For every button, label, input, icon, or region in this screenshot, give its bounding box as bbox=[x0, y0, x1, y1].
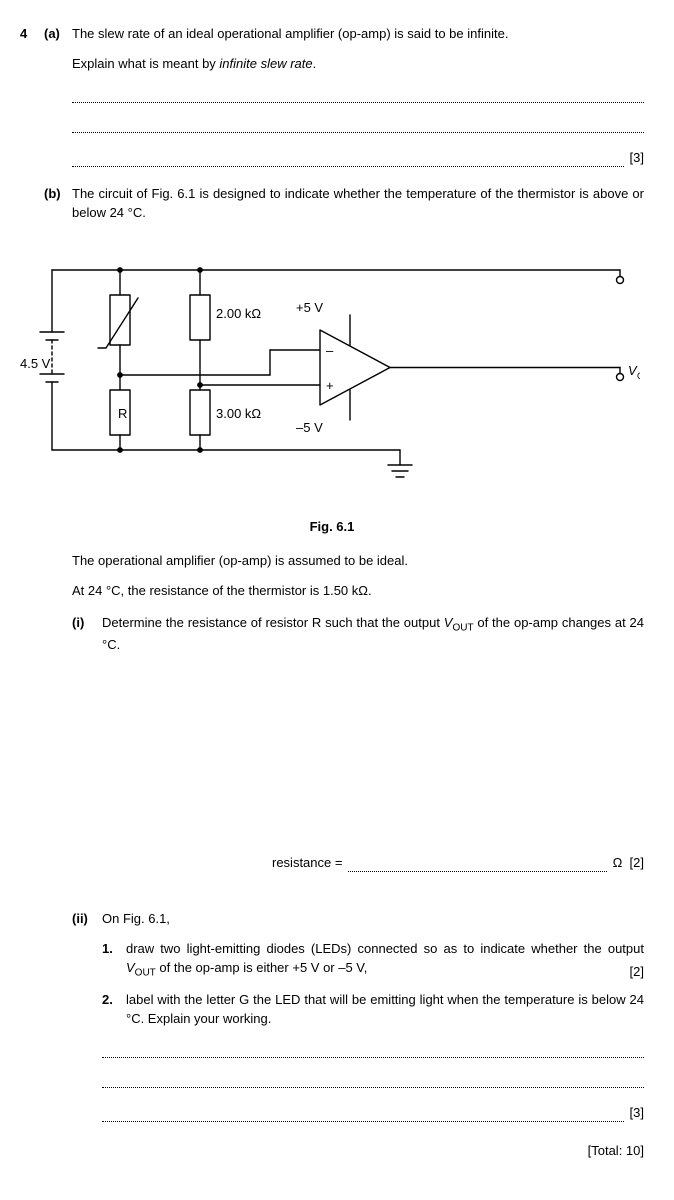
part-a-content: The slew rate of an ideal operational am… bbox=[72, 25, 644, 167]
bii1-pre: draw two light-emitting diodes (LEDs) co… bbox=[126, 941, 644, 956]
b-after2-row: At 24 °C, the resistance of the thermist… bbox=[20, 582, 644, 600]
answer-dots bbox=[348, 858, 606, 872]
bii1-post: of the op-amp is either +5 V or –5 V, bbox=[156, 960, 368, 975]
total-marks: [Total: 10] bbox=[20, 1142, 644, 1160]
a-line2-italic: infinite slew rate bbox=[219, 56, 312, 71]
svg-text:+: + bbox=[326, 378, 334, 393]
b-ii-2-content: label with the letter G the LED that wil… bbox=[126, 991, 644, 1027]
a-line2-pre: Explain what is meant by bbox=[72, 56, 219, 71]
answer-line bbox=[72, 151, 624, 167]
lbl-p5v: +5 V bbox=[296, 300, 323, 315]
a-line1: The slew rate of an ideal operational am… bbox=[72, 25, 644, 43]
b-ii-label: (ii) bbox=[72, 910, 102, 928]
b-i-label: (i) bbox=[72, 614, 102, 632]
svg-text:–: – bbox=[326, 343, 334, 358]
b-after2: At 24 °C, the resistance of the thermist… bbox=[72, 582, 644, 600]
circuit-diagram: – + 2.00 kΩ 3.00 kΩ +5 V –5 V 4.5 V R V … bbox=[20, 240, 640, 500]
bii1-sub: OUT bbox=[135, 967, 156, 978]
b-ii-2-num: 2. bbox=[102, 991, 126, 1009]
b-ii-2-row: 2. label with the letter G the LED that … bbox=[20, 991, 644, 1027]
bi-vsub: OUT bbox=[452, 623, 473, 634]
part-a-label: (a) bbox=[44, 25, 72, 43]
resistance-label: resistance = bbox=[272, 854, 348, 872]
bi-marks: [2] bbox=[630, 855, 644, 870]
b-ii-1-content: draw two light-emitting diodes (LEDs) co… bbox=[126, 940, 644, 981]
q4a-row: 4 (a) The slew rate of an ideal operatio… bbox=[20, 25, 644, 167]
ohm-symbol: Ω bbox=[613, 855, 623, 870]
question-number: 4 bbox=[20, 25, 44, 43]
fig-caption: Fig. 6.1 bbox=[20, 518, 644, 536]
b-ii-row: (ii) On Fig. 6.1, bbox=[20, 910, 644, 928]
answer-line bbox=[72, 87, 644, 103]
b-intro: The circuit of Fig. 6.1 is designed to i… bbox=[72, 185, 644, 221]
b-ii-2-lines: [3] bbox=[20, 1028, 644, 1122]
b-ii-1-row: 1. draw two light-emitting diodes (LEDs)… bbox=[20, 940, 644, 981]
b-i-answer-row: resistance = Ω [2] bbox=[20, 844, 644, 872]
a-line2: Explain what is meant by infinite slew r… bbox=[72, 55, 644, 73]
answer-line bbox=[72, 117, 644, 133]
lbl-m5v: –5 V bbox=[296, 420, 323, 435]
figure-6-1: – + 2.00 kΩ 3.00 kΩ +5 V –5 V 4.5 V R V … bbox=[20, 240, 644, 500]
a-marks: [3] bbox=[624, 149, 644, 167]
lbl-2k: 2.00 kΩ bbox=[216, 306, 261, 321]
b-after1-row: The operational amplifier (op-amp) is as… bbox=[20, 552, 644, 570]
lbl-3k: 3.00 kΩ bbox=[216, 406, 261, 421]
q4b-row: (b) The circuit of Fig. 6.1 is designed … bbox=[20, 185, 644, 221]
lbl-45v: 4.5 V bbox=[20, 356, 51, 371]
lbl-vout-sub: OUT bbox=[637, 371, 640, 381]
b-after1: The operational amplifier (op-amp) is as… bbox=[72, 552, 644, 570]
b-ii-intro: On Fig. 6.1, bbox=[102, 910, 644, 928]
part-b-content: The circuit of Fig. 6.1 is designed to i… bbox=[72, 185, 644, 221]
a-line2-post: . bbox=[313, 56, 317, 71]
answer-line bbox=[102, 1042, 644, 1058]
bii1-v: V bbox=[126, 960, 135, 975]
bii2-marks-line: [3] bbox=[102, 1092, 644, 1122]
resistance-unit-marks: Ω [2] bbox=[607, 854, 644, 872]
a-marks-line: [3] bbox=[72, 137, 644, 167]
b-i-content: Determine the resistance of resistor R s… bbox=[102, 614, 644, 654]
part-b-label: (b) bbox=[44, 185, 72, 203]
answer-line bbox=[102, 1072, 644, 1088]
lbl-R: R bbox=[118, 406, 127, 421]
b-ii-1-num: 1. bbox=[102, 940, 126, 958]
bi-pre: Determine the resistance of resistor R s… bbox=[102, 615, 444, 630]
b-i-row: (i) Determine the resistance of resistor… bbox=[20, 614, 644, 654]
bii2-marks: [3] bbox=[624, 1104, 644, 1122]
answer-line bbox=[102, 1106, 624, 1122]
